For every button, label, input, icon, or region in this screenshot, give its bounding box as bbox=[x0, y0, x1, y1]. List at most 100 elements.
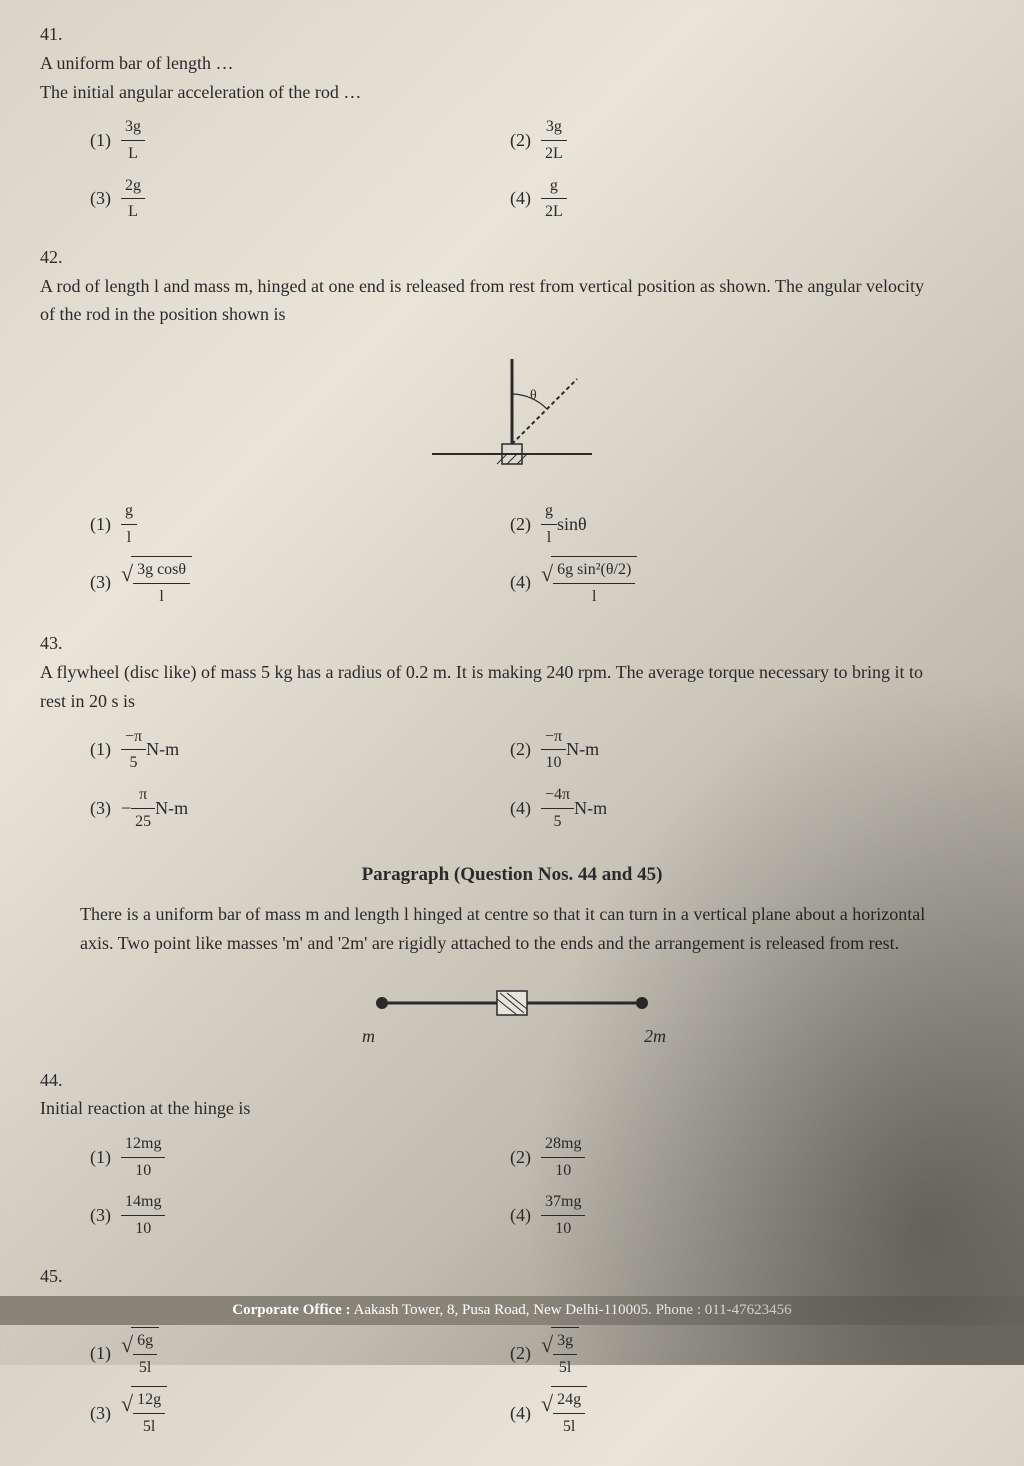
opt-label: (1) bbox=[90, 735, 111, 764]
frac-den: L bbox=[121, 141, 145, 167]
opt-label: (4) bbox=[510, 568, 531, 597]
q45-options: (1)6g5l (2)3g5l (3)12g5l (4)24g5l bbox=[90, 1327, 984, 1445]
q43-opt3: (3) − π25 N-m bbox=[90, 782, 510, 834]
q44-opt1: (1)12mg10 bbox=[90, 1131, 510, 1183]
opt-label: (3) bbox=[90, 568, 111, 597]
q43-options: (1) −π5 N-m (2) −π10 N-m (3) − π25 N-m bbox=[90, 724, 984, 840]
frac-num: π bbox=[131, 782, 155, 809]
footer-label: Corporate Office : bbox=[232, 1302, 350, 1318]
q44-opt3: (3) 14mg10 bbox=[90, 1189, 510, 1241]
q44-number: 44. bbox=[40, 1066, 80, 1095]
q45-number: 45. bbox=[40, 1262, 80, 1291]
frac-den: 10 bbox=[541, 750, 566, 776]
frac-num: 3g cosθ bbox=[133, 557, 190, 584]
frac-den: 5 bbox=[541, 809, 574, 835]
paragraph-heading: Paragraph (Question Nos. 44 and 45) bbox=[40, 860, 984, 890]
opt-label: (4) bbox=[510, 184, 531, 213]
opt-label: (2) bbox=[510, 1143, 531, 1172]
opt-label: (3) bbox=[90, 1201, 111, 1230]
q44-options: (1)12mg10 (2)28mg10 (3)14mg10 (4)37mg10 bbox=[90, 1131, 984, 1247]
q42-text: A rod of length l and mass m, hinged at … bbox=[40, 272, 940, 330]
question-43: 43. A flywheel (disc like) of mass 5 kg … bbox=[40, 629, 984, 840]
frac-den: L bbox=[121, 199, 145, 225]
frac-num: 6g bbox=[133, 1328, 157, 1355]
frac-den: 5l bbox=[553, 1355, 577, 1381]
q43-text: A flywheel (disc like) of mass 5 kg has … bbox=[40, 658, 940, 716]
q42-opt1: (1) gl bbox=[90, 498, 510, 550]
opt-label: (3) bbox=[90, 184, 111, 213]
frac-num: g bbox=[541, 173, 567, 200]
q41-opt1: (1) 3gL bbox=[90, 114, 510, 166]
opt-suffix: sinθ bbox=[557, 510, 587, 539]
frac-den: 10 bbox=[541, 1158, 585, 1184]
frac-den: 5 bbox=[121, 750, 146, 776]
question-44: 44. Initial reaction at the hinge is (1)… bbox=[40, 1066, 984, 1248]
q41-line2: The initial angular acceleration of the … bbox=[40, 82, 361, 102]
q43-number: 43. bbox=[40, 629, 80, 658]
frac-num: 12mg bbox=[121, 1131, 165, 1158]
frac-num: 3g bbox=[121, 114, 145, 141]
opt-label: (1) bbox=[90, 510, 111, 539]
q43-opt4: (4) −4π5 N-m bbox=[510, 782, 930, 834]
frac-den: l bbox=[133, 584, 190, 610]
opt-label: (1) bbox=[90, 1339, 111, 1368]
opt-label: (4) bbox=[510, 1399, 531, 1428]
rod-svg: θ bbox=[412, 344, 612, 474]
opt-label: (1) bbox=[90, 1143, 111, 1172]
q41-opt3: (3) 2gL bbox=[90, 173, 510, 225]
frac-num: 3g bbox=[541, 114, 567, 141]
opt-label: (2) bbox=[510, 126, 531, 155]
q45-opt1: (1) 6g5l bbox=[90, 1327, 510, 1380]
q41-line1: A uniform bar of length … bbox=[40, 53, 233, 73]
frac-den: 10 bbox=[541, 1216, 585, 1242]
frac-den: 25 bbox=[131, 809, 155, 835]
unit: N-m bbox=[155, 794, 188, 823]
q41-number: 41. bbox=[40, 20, 80, 49]
frac-num: 24g bbox=[553, 1387, 585, 1414]
frac-den: l bbox=[541, 525, 557, 551]
frac-den: 5l bbox=[133, 1355, 157, 1381]
q42-number: 42. bbox=[40, 243, 80, 272]
q43-opt2: (2) −π10 N-m bbox=[510, 724, 930, 776]
question-45: 45. Angular speed acquired by the bar, a… bbox=[40, 1262, 984, 1446]
svg-text:θ: θ bbox=[530, 388, 537, 403]
frac-num: 2g bbox=[121, 173, 145, 200]
frac-den: 2L bbox=[541, 199, 567, 225]
paragraph-text: There is a uniform bar of mass m and len… bbox=[80, 900, 944, 958]
frac-num: g bbox=[121, 498, 137, 525]
q41-options: (1) 3gL (2) 3g2L (3) 2gL (4) g2L bbox=[90, 114, 984, 230]
opt-label: (2) bbox=[510, 510, 531, 539]
opt-label: (2) bbox=[510, 735, 531, 764]
frac-num: 14mg bbox=[121, 1189, 165, 1216]
frac-den: 5l bbox=[553, 1414, 585, 1440]
frac-num: −π bbox=[121, 724, 146, 751]
mass-left: m bbox=[362, 1022, 375, 1051]
frac-den: 10 bbox=[121, 1216, 165, 1242]
q41-text: A uniform bar of length … The initial an… bbox=[40, 49, 940, 107]
footer-address: Aakash Tower, 8, Pusa Road, New Delhi-11… bbox=[354, 1302, 792, 1318]
unit: N-m bbox=[566, 735, 599, 764]
q43-opt1: (1) −π5 N-m bbox=[90, 724, 510, 776]
mass-right: 2m bbox=[644, 1022, 666, 1051]
pre: − bbox=[121, 794, 131, 823]
frac-num: −π bbox=[541, 724, 566, 751]
unit: N-m bbox=[146, 735, 179, 764]
opt-label: (3) bbox=[90, 794, 111, 823]
bar-svg bbox=[352, 973, 672, 1033]
q41-opt2: (2) 3g2L bbox=[510, 114, 930, 166]
q44-opt2: (2)28mg10 bbox=[510, 1131, 930, 1183]
frac-num: −4π bbox=[541, 782, 574, 809]
q45-opt4: (4) 24g5l bbox=[510, 1386, 930, 1439]
frac-num: 12g bbox=[133, 1387, 165, 1414]
frac-num: 37mg bbox=[541, 1189, 585, 1216]
opt-label: (4) bbox=[510, 1201, 531, 1230]
q44-text: Initial reaction at the hinge is bbox=[40, 1094, 940, 1123]
frac-num: g bbox=[541, 498, 557, 525]
frac-den: 5l bbox=[133, 1414, 165, 1440]
frac-den: l bbox=[121, 525, 137, 551]
unit: N-m bbox=[574, 794, 607, 823]
q41-opt4: (4) g2L bbox=[510, 173, 930, 225]
opt-label: (2) bbox=[510, 1339, 531, 1368]
q45-opt3: (3)12g5l bbox=[90, 1386, 510, 1439]
frac-den: 2L bbox=[541, 141, 567, 167]
